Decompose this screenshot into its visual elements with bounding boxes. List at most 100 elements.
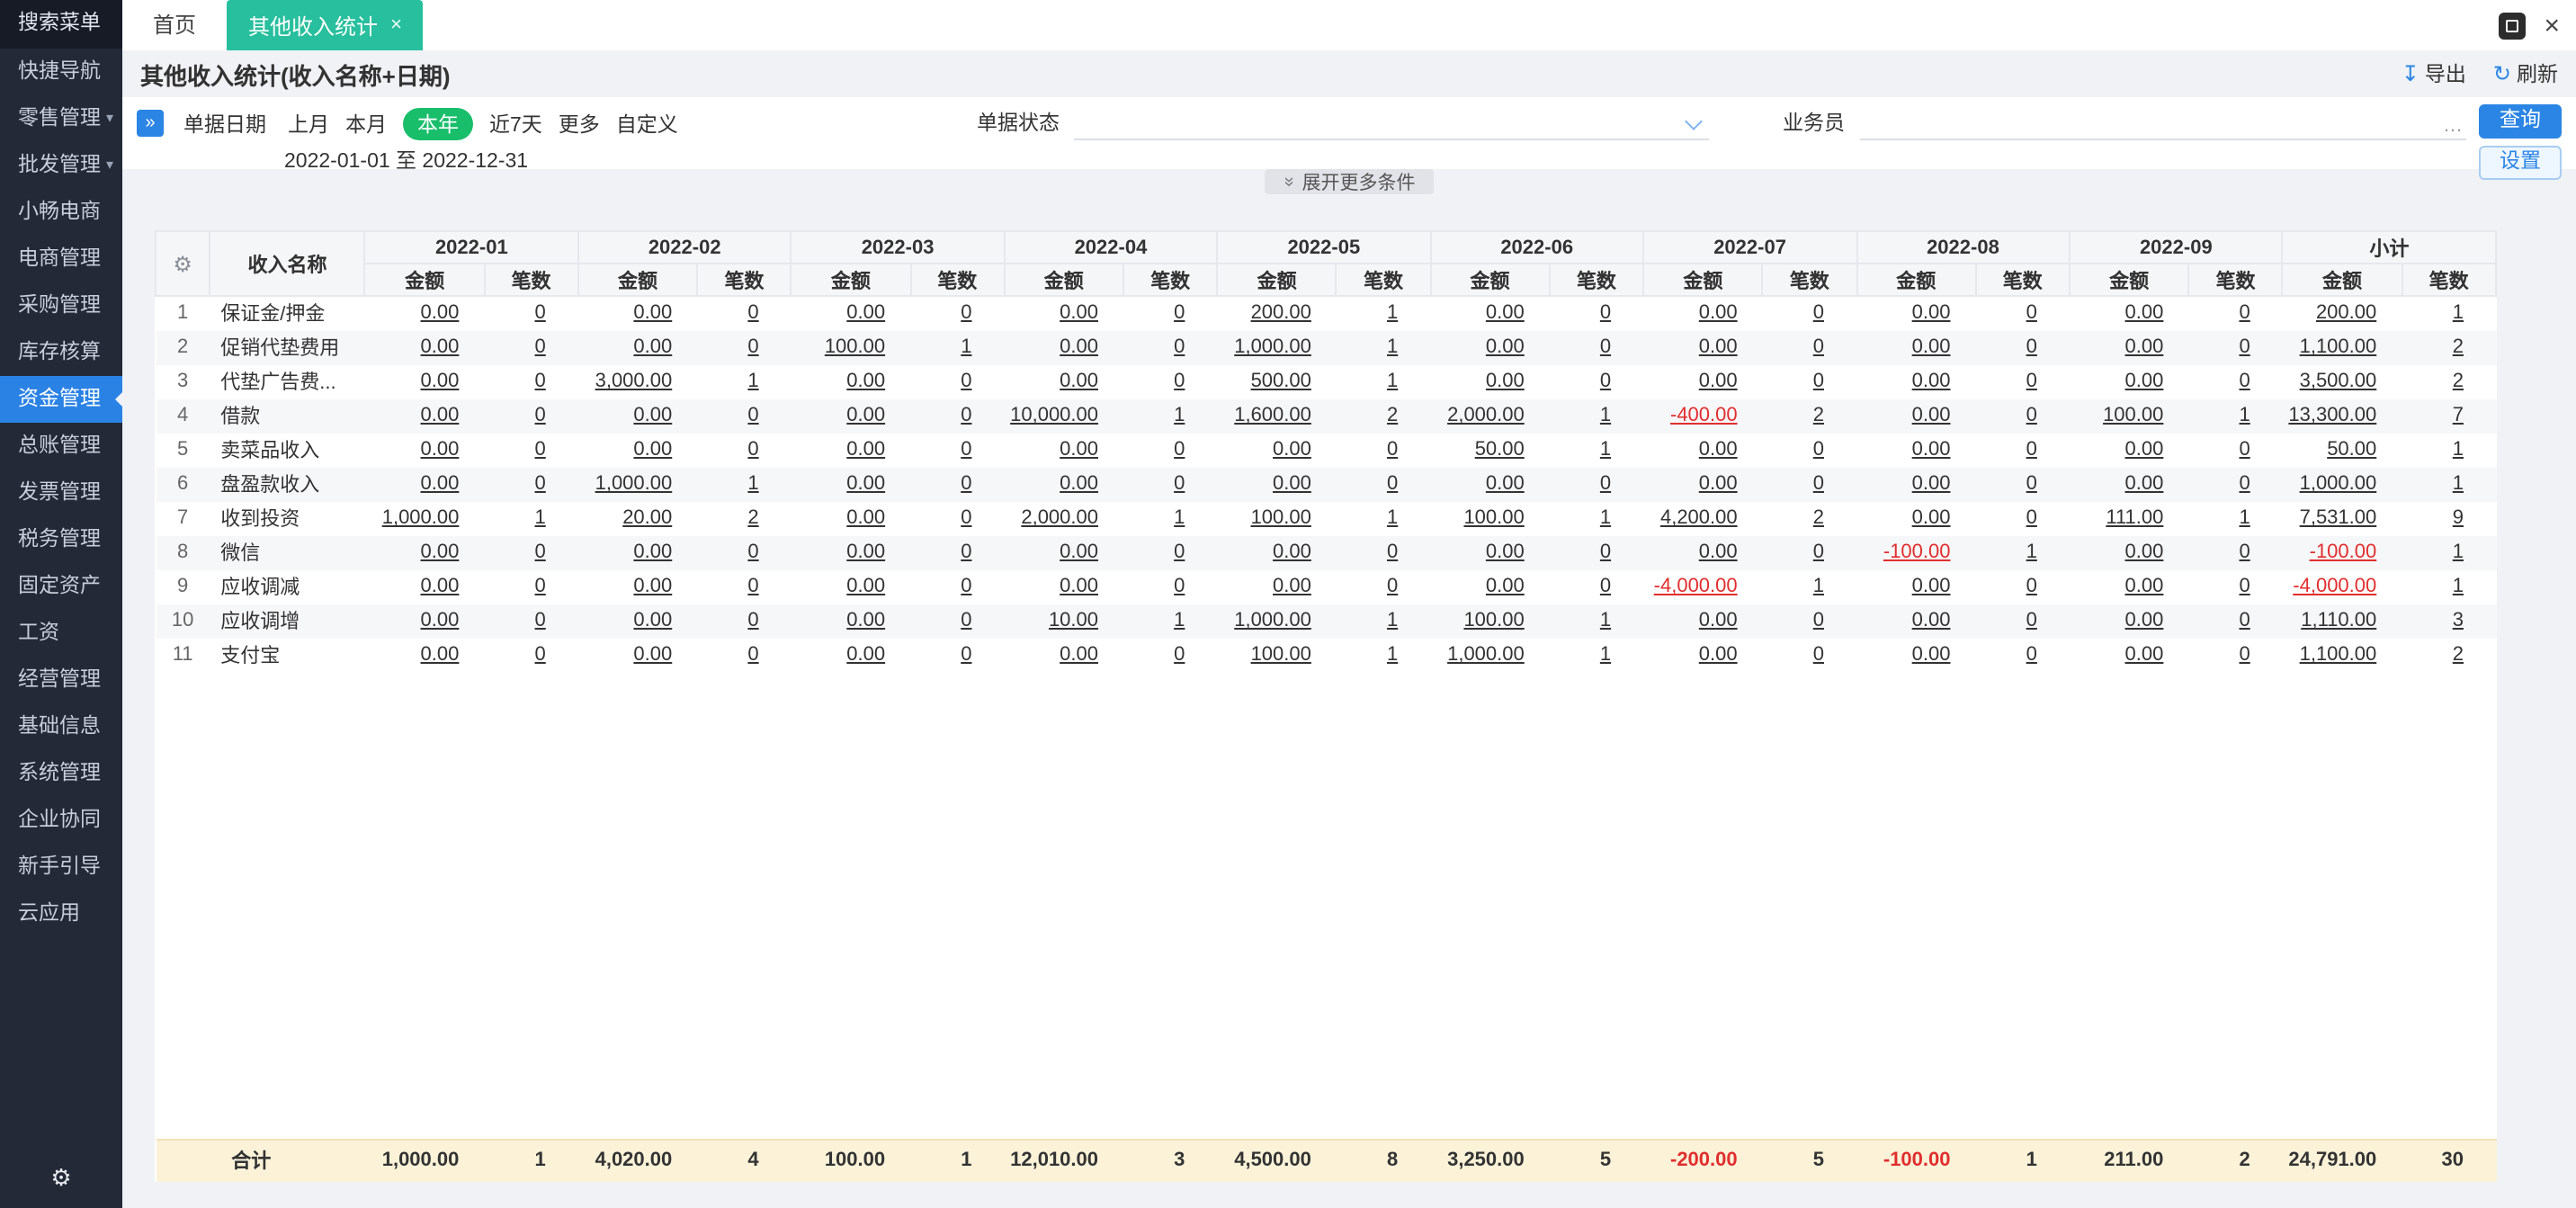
amount-link[interactable]: 0.00 [1060, 336, 1098, 358]
count-link[interactable]: 2 [1812, 507, 1824, 529]
amount-link[interactable]: 1,000.00 [381, 507, 460, 529]
amount-link[interactable]: 0.00 [420, 576, 460, 597]
count-link[interactable]: 0 [2239, 610, 2250, 631]
sidebar-item-基础信息[interactable]: 基础信息 [0, 703, 122, 750]
count-link[interactable]: 0 [1812, 610, 1824, 631]
amount-link[interactable]: 0.00 [420, 371, 460, 392]
count-link[interactable]: 0 [1599, 302, 1612, 325]
count-link[interactable]: 1 [1599, 610, 1612, 631]
tab-other-income-statistics[interactable]: 其他收入统计 × [227, 0, 424, 50]
sidebar-item-企业协同[interactable]: 企业协同 [0, 797, 122, 844]
amount-link[interactable]: 111.00 [2106, 507, 2164, 529]
sidebar-item-总账管理[interactable]: 总账管理 [0, 423, 122, 470]
amount-link[interactable]: 0.00 [2124, 610, 2164, 631]
amount-link[interactable]: 0.00 [420, 336, 460, 358]
sidebar-item-电商管理[interactable]: 电商管理 [0, 236, 122, 282]
amount-link[interactable]: 0.00 [846, 405, 886, 426]
count-link[interactable]: 1 [747, 473, 759, 495]
amount-link[interactable]: 0.00 [633, 541, 673, 563]
amount-link[interactable]: 0.00 [1911, 336, 1951, 358]
expand-more-conditions-button[interactable]: » 展开更多条件 [1265, 169, 1434, 194]
amount-link[interactable]: 0.00 [2124, 541, 2164, 563]
amount-link[interactable]: 0.00 [420, 439, 460, 461]
count-link[interactable]: 0 [1174, 336, 1185, 358]
amount-link[interactable]: 0.00 [420, 541, 460, 563]
count-link[interactable]: 0 [2239, 439, 2250, 461]
sidebar-item-固定资产[interactable]: 固定资产 [0, 563, 122, 610]
status-select[interactable] [1074, 108, 1709, 140]
collapse-filter-icon[interactable]: » [137, 110, 164, 137]
count-link[interactable]: 0 [2239, 302, 2250, 325]
count-link[interactable]: 0 [961, 473, 972, 495]
count-link[interactable]: 0 [961, 610, 972, 631]
amount-link[interactable]: 0.00 [1698, 541, 1738, 563]
screen-lock-icon[interactable] [2499, 12, 2527, 39]
count-link[interactable]: 0 [1174, 541, 1185, 563]
sidebar-item-零售管理[interactable]: 零售管理 ▾ [0, 95, 122, 142]
amount-link[interactable]: 0.00 [1911, 439, 1951, 461]
sidebar-item-批发管理[interactable]: 批发管理 ▾ [0, 142, 122, 189]
amount-link[interactable]: 0.00 [1273, 576, 1311, 597]
amount-link[interactable]: 3,500.00 [2299, 371, 2377, 392]
date-option-更多[interactable]: 更多 [558, 115, 600, 137]
amount-link[interactable]: 1,000.00 [1447, 644, 1525, 666]
count-link[interactable]: 0 [1174, 473, 1185, 495]
count-link[interactable]: 0 [534, 576, 546, 597]
count-link[interactable]: 0 [961, 302, 972, 325]
close-icon[interactable]: × [2544, 10, 2560, 40]
count-link[interactable]: 3 [2452, 610, 2464, 631]
amount-link[interactable]: 0.00 [633, 610, 673, 631]
count-link[interactable]: 0 [2239, 336, 2250, 358]
refresh-button[interactable]: ↻ 刷新 [2493, 59, 2558, 88]
amount-link[interactable]: 0.00 [846, 473, 886, 495]
amount-link[interactable]: 0.00 [1060, 302, 1098, 325]
amount-link[interactable]: 0.00 [1060, 371, 1098, 392]
amount-link[interactable]: 0.00 [1485, 336, 1525, 358]
count-link[interactable]: 0 [534, 302, 546, 325]
tab-home[interactable]: 首页 [153, 13, 197, 38]
count-link[interactable]: 0 [1812, 541, 1824, 563]
date-range-value[interactable]: 2022-01-01 至 2022-12-31 [284, 151, 529, 173]
amount-link[interactable]: 0.00 [846, 439, 886, 461]
count-link[interactable]: 1 [1174, 405, 1185, 426]
count-link[interactable]: 1 [2452, 302, 2464, 325]
count-link[interactable]: 1 [961, 336, 972, 358]
amount-link[interactable]: 10.00 [1048, 610, 1098, 631]
count-link[interactable]: 0 [2026, 336, 2037, 358]
count-link[interactable]: 2 [2452, 336, 2464, 358]
amount-link[interactable]: 1,110.00 [2301, 610, 2377, 631]
amount-link[interactable]: 1,100.00 [2299, 644, 2377, 666]
count-link[interactable]: 0 [747, 541, 759, 563]
salesman-input[interactable]: … [1859, 108, 2466, 140]
sidebar-item-资金管理[interactable]: 资金管理 [0, 376, 122, 423]
amount-link[interactable]: 0.00 [2124, 302, 2164, 325]
column-settings-gear-icon[interactable]: ⚙ [154, 230, 211, 297]
count-link[interactable]: 1 [1174, 610, 1185, 631]
count-link[interactable]: 1 [2026, 541, 2037, 563]
count-link[interactable]: 0 [2239, 371, 2250, 392]
amount-link[interactable]: 0.00 [1911, 371, 1951, 392]
count-link[interactable]: 2 [2452, 371, 2464, 392]
amount-link[interactable]: 0.00 [846, 507, 886, 529]
count-link[interactable]: 2 [2452, 644, 2464, 666]
count-link[interactable]: 0 [961, 576, 972, 597]
count-link[interactable]: 2 [1812, 405, 1824, 426]
amount-link[interactable]: 0.00 [420, 405, 460, 426]
count-link[interactable]: 1 [1387, 302, 1399, 325]
amount-link[interactable]: 2,000.00 [1021, 507, 1098, 529]
amount-link[interactable]: 1,100.00 [2299, 336, 2377, 358]
amount-link[interactable]: 0.00 [1698, 473, 1738, 495]
amount-link[interactable]: 2,000.00 [1447, 405, 1525, 426]
count-link[interactable]: 0 [1174, 371, 1185, 392]
amount-link[interactable]: 1,600.00 [1234, 405, 1311, 426]
amount-link[interactable]: 0.00 [1485, 541, 1525, 563]
count-link[interactable]: 0 [534, 644, 546, 666]
amount-link[interactable]: 0.00 [420, 473, 460, 495]
amount-link[interactable]: 0.00 [1911, 405, 1951, 426]
count-link[interactable]: 9 [2452, 507, 2464, 529]
amount-link[interactable]: 100.00 [1463, 610, 1525, 631]
count-link[interactable]: 0 [2026, 371, 2037, 392]
amount-link[interactable]: 10,000.00 [1010, 405, 1098, 426]
amount-link[interactable]: 0.00 [1273, 473, 1311, 495]
count-link[interactable]: 0 [534, 405, 546, 426]
